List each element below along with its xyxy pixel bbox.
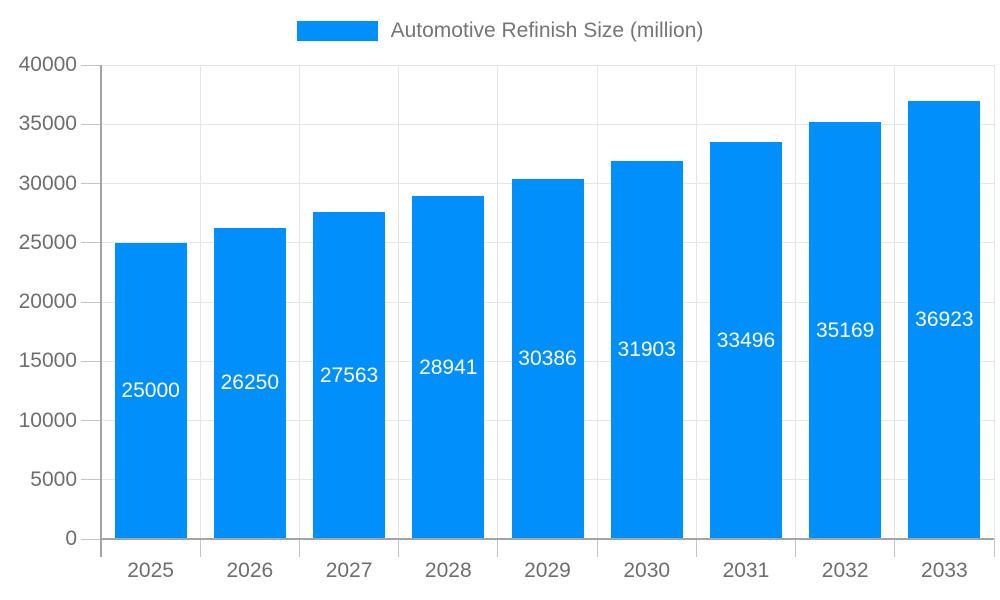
y-axis xyxy=(100,65,102,557)
bar-value-label: 28941 xyxy=(419,355,478,379)
x-axis-tick xyxy=(298,539,300,557)
v-gridline xyxy=(993,65,995,539)
v-gridline xyxy=(695,65,697,539)
x-tick-label: 2030 xyxy=(623,559,671,582)
v-gridline xyxy=(497,65,499,539)
bar-2027[interactable] xyxy=(313,212,386,539)
x-tick-label: 2025 xyxy=(127,559,174,582)
x-axis-tick xyxy=(795,539,797,557)
y-axis-tick xyxy=(81,183,101,184)
v-gridline xyxy=(894,65,896,539)
x-axis-tick xyxy=(497,539,499,557)
bar-value-label: 25000 xyxy=(121,378,180,402)
x-tick-label: 2026 xyxy=(226,559,274,582)
x-tick-label: 2027 xyxy=(325,559,373,582)
y-axis-tick xyxy=(81,360,101,362)
v-gridline xyxy=(795,65,797,539)
bar-2029[interactable] xyxy=(511,178,584,539)
y-axis-tick xyxy=(81,64,101,66)
x-axis-tick xyxy=(596,539,598,557)
y-tick-label: 30000 xyxy=(18,171,77,195)
legend[interactable]: Automotive Refinish Size (million) xyxy=(0,16,1000,46)
x-tick-label: 2028 xyxy=(424,559,472,582)
x-tick-label: 2031 xyxy=(722,559,770,582)
v-gridline xyxy=(398,65,400,539)
bar-value-label: 30386 xyxy=(518,346,577,370)
bar-2030[interactable] xyxy=(610,160,683,539)
bar-2028[interactable] xyxy=(412,196,485,539)
bar-value-label: 26250 xyxy=(220,371,280,395)
v-gridline xyxy=(199,65,201,539)
bar-value-label: 27563 xyxy=(319,363,379,387)
y-tick-label: 5000 xyxy=(30,467,77,491)
y-axis-tick xyxy=(81,420,101,421)
bar-2026[interactable] xyxy=(213,227,286,539)
x-axis-tick xyxy=(894,539,896,557)
x-axis-tick xyxy=(695,539,697,557)
y-axis-tick xyxy=(81,242,101,244)
bar-2032[interactable] xyxy=(809,122,882,539)
bar-2033[interactable] xyxy=(908,101,981,539)
v-gridline xyxy=(298,65,300,539)
bar-value-label: 36923 xyxy=(915,308,974,332)
y-tick-label: 0 xyxy=(65,527,77,550)
bar-value-label: 33496 xyxy=(716,328,776,352)
y-tick-label: 10000 xyxy=(18,408,77,432)
x-axis-tick xyxy=(199,539,201,557)
bar-value-label: 35169 xyxy=(815,318,875,342)
legend-swatch xyxy=(296,21,378,41)
legend-label: Automotive Refinish Size (million) xyxy=(390,19,704,42)
y-axis-tick xyxy=(81,301,101,303)
x-axis-tick xyxy=(993,539,995,557)
x-tick-label: 2032 xyxy=(821,559,869,582)
y-axis-tick xyxy=(81,479,101,481)
y-tick-label: 25000 xyxy=(18,230,77,254)
h-gridline xyxy=(101,123,994,125)
bar-value-label: 31903 xyxy=(617,337,676,361)
bar-2031[interactable] xyxy=(709,142,782,539)
x-axis xyxy=(101,538,994,540)
h-gridline xyxy=(101,64,994,66)
v-gridline xyxy=(596,65,598,539)
x-tick-label: 2033 xyxy=(921,559,968,582)
x-tick-label: 2029 xyxy=(524,559,571,582)
y-tick-label: 20000 xyxy=(18,290,77,313)
y-axis-tick xyxy=(81,538,101,540)
y-axis-tick xyxy=(81,123,101,125)
y-tick-label: 35000 xyxy=(18,112,77,136)
y-tick-label: 40000 xyxy=(18,53,77,76)
bar-2025[interactable] xyxy=(114,242,187,539)
x-axis-tick xyxy=(398,539,400,557)
y-tick-label: 15000 xyxy=(18,349,77,373)
